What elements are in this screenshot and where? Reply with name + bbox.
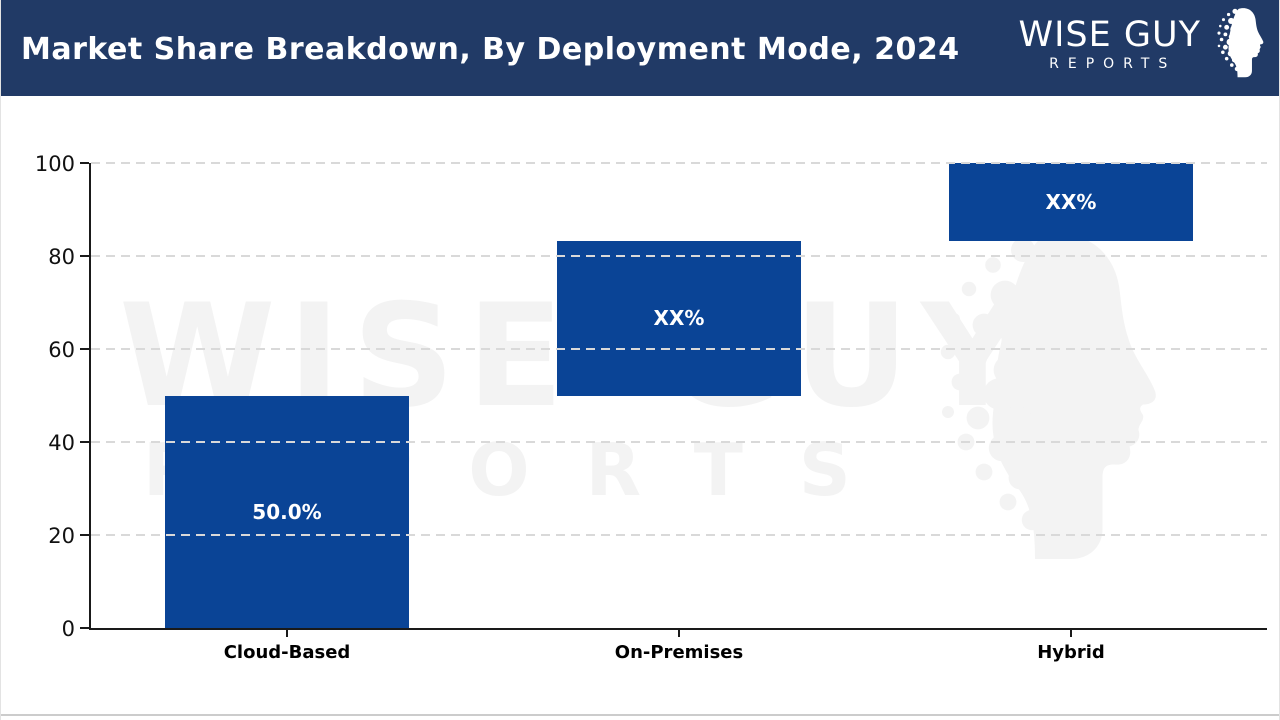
bar-value-label: 50.0% — [252, 499, 322, 524]
gridline — [91, 162, 1267, 164]
y-tick-mark — [80, 255, 89, 257]
bar-segment: 50.0% — [165, 395, 409, 628]
x-category-label: On-Premises — [614, 642, 744, 663]
x-category-label: Cloud-Based — [223, 642, 351, 663]
logo-line2: REPORTS — [1049, 55, 1177, 72]
y-tick-mark — [80, 534, 89, 536]
y-tick-label: 80 — [48, 245, 75, 269]
bar-segment: XX% — [949, 163, 1193, 241]
x-tick-mark — [286, 628, 288, 637]
x-tick-mark — [1070, 628, 1072, 637]
bottom-divider — [1, 714, 1279, 716]
header: Market Share Breakdown, By Deployment Mo… — [1, 0, 1279, 96]
bar-value-label: XX% — [1045, 189, 1097, 214]
bar-value-label: XX% — [653, 306, 705, 331]
y-tick-label: 20 — [48, 524, 75, 548]
y-tick-label: 40 — [48, 431, 75, 455]
gridline — [91, 534, 1267, 536]
y-tick-label: 100 — [34, 152, 75, 176]
y-tick-mark — [80, 441, 89, 443]
plot-area: 0 20 40 60 80 100 50.0% Cloud-Based XX% On-Premis… — [35, 152, 1267, 663]
chart-area: WISE GUY REPORTS 0 20 40 60 80 100 50.0% Cloud-… — [1, 96, 1279, 714]
y-tick-mark — [80, 162, 89, 164]
y-tick-label: 0 — [61, 617, 75, 641]
logo-wordmark: WISE GUY REPORTS — [1018, 15, 1201, 72]
x-tick-mark — [678, 628, 680, 637]
wiseguy-head-icon — [1217, 8, 1264, 78]
gridline — [91, 255, 1267, 257]
wiseguy-logo: WISE GUY REPORTS — [1018, 5, 1267, 81]
gridline — [91, 441, 1267, 443]
bar-segment: XX% — [557, 240, 801, 396]
x-category-label: Hybrid — [1037, 642, 1105, 663]
logo-line1: WISE GUY — [1018, 14, 1201, 55]
y-tick-label: 60 — [48, 338, 75, 362]
y-tick-mark — [80, 627, 89, 629]
y-tick-mark — [80, 348, 89, 350]
chart-title: Market Share Breakdown, By Deployment Mo… — [21, 32, 960, 67]
gridline — [91, 348, 1267, 350]
